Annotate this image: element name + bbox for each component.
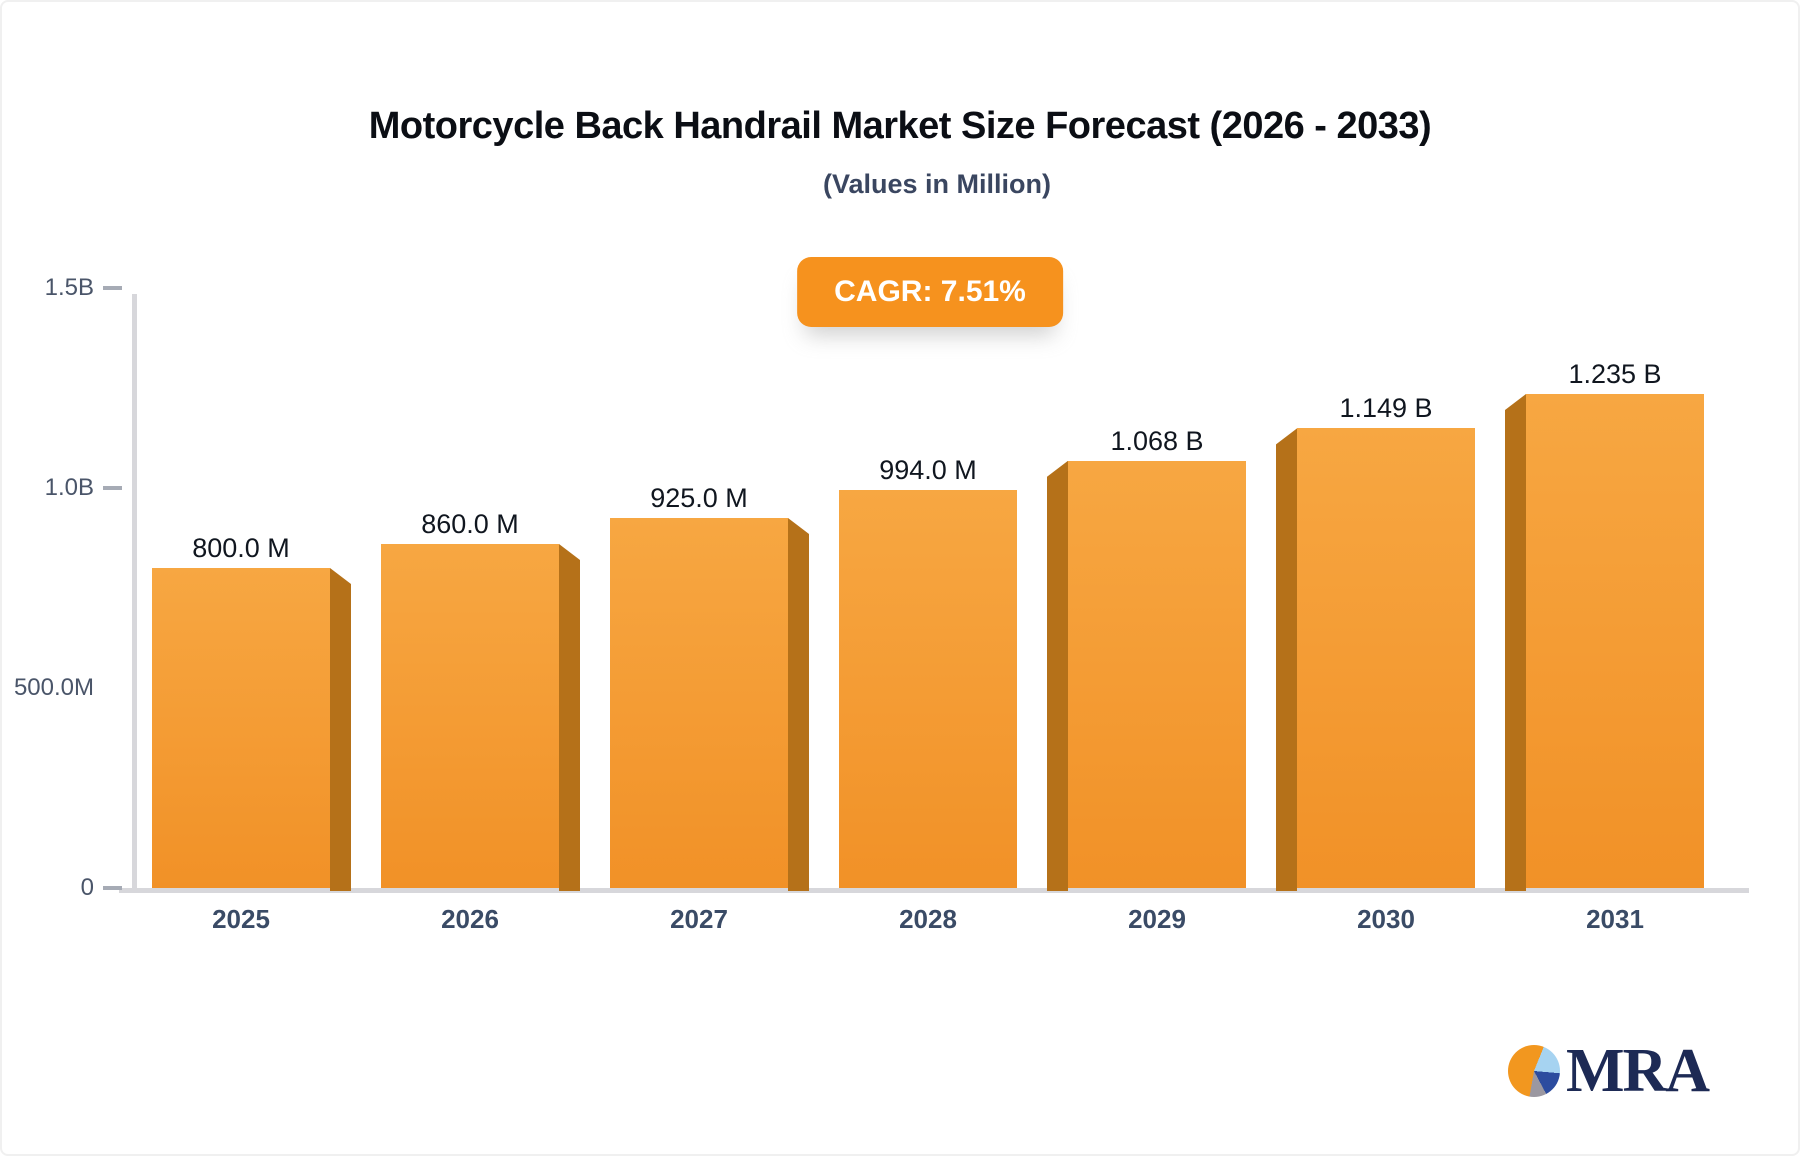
bar (839, 490, 1017, 888)
bar (152, 568, 330, 888)
x-category-label: 2030 (1357, 904, 1415, 934)
bar-value-label: 925.0 M (650, 483, 748, 513)
bar-side (1047, 460, 1068, 891)
x-category-label: 2031 (1586, 904, 1644, 934)
x-category-label: 2027 (670, 904, 728, 934)
bar (1526, 394, 1704, 888)
bar-value-label: 860.0 M (421, 509, 519, 539)
mra-logo-pie-icon (1508, 1045, 1560, 1097)
bar-value-label: 994.0 M (879, 455, 977, 486)
y-tick-dash (103, 486, 122, 490)
x-category-label: 2028 (899, 904, 957, 934)
y-tick-dash (103, 286, 122, 290)
bar-side (1276, 428, 1297, 891)
cagr-badge: CAGR: 7.51% (797, 257, 1063, 327)
bar (610, 518, 788, 888)
bar-side (1505, 394, 1526, 891)
y-tick-label: 500.0M (13, 674, 94, 701)
chart-subtitle: (Values in Million) (822, 169, 1052, 199)
x-category-label: 2026 (441, 904, 499, 934)
bar-side (788, 518, 809, 891)
x-category-label: 2029 (1128, 904, 1186, 934)
bar-value-label: 800.0 M (192, 533, 290, 563)
bar (1068, 460, 1246, 888)
x-axis-line (119, 888, 1749, 893)
y-tick-label: 0 (80, 874, 94, 901)
y-tick-dash (103, 886, 122, 890)
y-axis-line (132, 294, 137, 893)
page-title: Motorcycle Back Handrail Market Size For… (368, 105, 1432, 147)
bar-side (330, 568, 351, 891)
bar-side (559, 544, 580, 891)
mra-logo: MRA (1508, 1037, 1710, 1105)
bar-value-label: 1.235 B (1568, 359, 1662, 389)
x-category-label: 2025 (212, 904, 270, 934)
bar-value-label: 1.149 B (1339, 393, 1433, 424)
bar (1297, 428, 1475, 888)
bar (381, 544, 559, 888)
y-tick-label: 1.0B (44, 474, 94, 501)
mra-logo-text: MRA (1566, 1037, 1710, 1105)
y-tick-label: 1.5B (44, 274, 94, 301)
bar-value-label: 1.068 B (1110, 425, 1204, 456)
